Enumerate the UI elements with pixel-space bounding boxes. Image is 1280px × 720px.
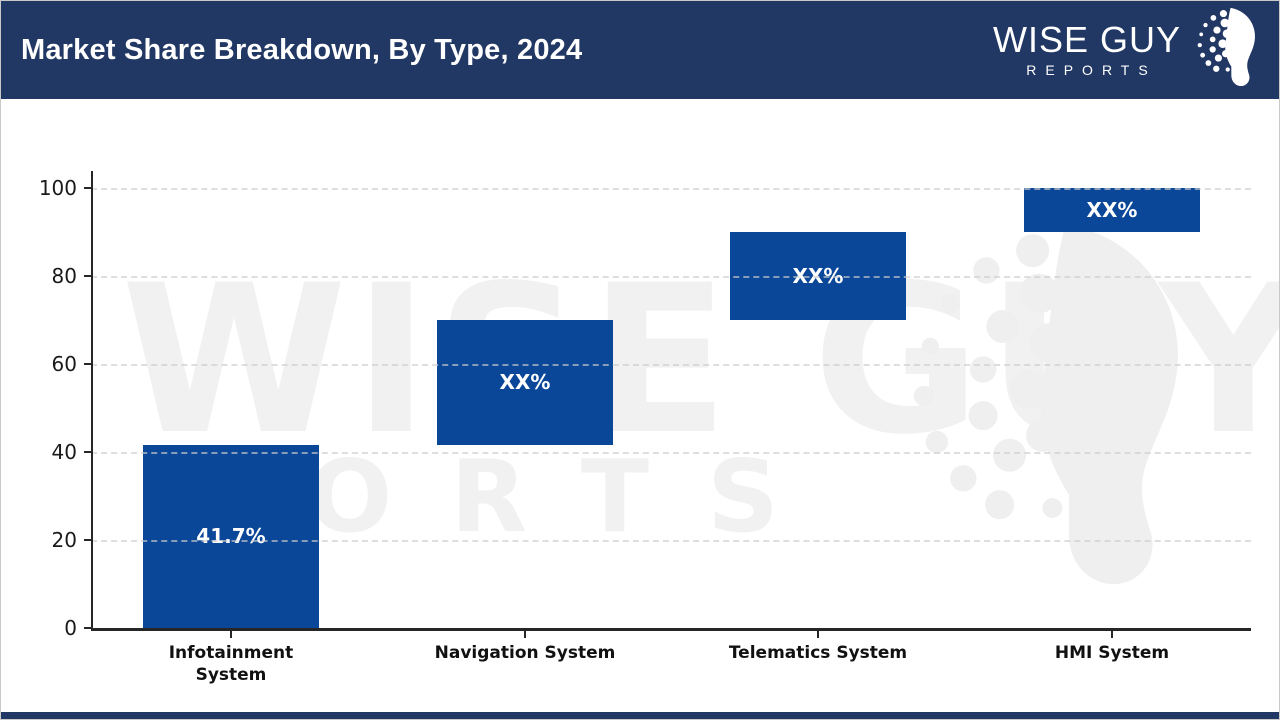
x-tick-mark xyxy=(230,631,232,638)
wiseguy-head-icon xyxy=(1183,5,1261,95)
x-category-label: Telematics System xyxy=(728,643,908,663)
gridline-80 xyxy=(91,276,1251,278)
y-tick-label: 60 xyxy=(51,352,77,376)
x-category-label: HMI System xyxy=(1054,643,1170,663)
x-tick-mark xyxy=(817,631,819,638)
wiseguy-logo-text: WISE GUY REPORTS xyxy=(992,19,1181,79)
logo-subtitle: REPORTS xyxy=(1026,62,1157,78)
waterfall-bar-4: XX% xyxy=(1024,188,1200,232)
y-tick-mark xyxy=(84,451,91,453)
logo-wordmark: WISE GUY xyxy=(992,19,1181,60)
page-title: Market Share Breakdown, By Type, 2024 xyxy=(21,33,583,66)
y-tick-mark xyxy=(84,275,91,277)
x-tick-mark xyxy=(524,631,526,638)
header-banner: Market Share Breakdown, By Type, 2024 WI… xyxy=(1,1,1279,99)
plot: WISE GUY PORTS 0 xyxy=(1,99,1279,714)
y-tick-label: 0 xyxy=(64,616,77,640)
gridline-60 xyxy=(91,364,1251,366)
y-tick-mark xyxy=(84,539,91,541)
waterfall-bar-2: XX% xyxy=(437,320,613,445)
bar-value-label: XX% xyxy=(499,370,551,395)
bar-value-label: 41.7% xyxy=(196,524,266,549)
waterfall-bar-1: 41.7% xyxy=(143,444,319,628)
y-tick-label: 20 xyxy=(51,528,77,552)
x-category-label: Navigation System xyxy=(434,643,616,663)
footer-bar xyxy=(1,712,1279,719)
y-tick-label: 40 xyxy=(51,440,77,464)
y-tick-mark xyxy=(84,627,91,629)
y-tick-mark xyxy=(84,363,91,365)
x-category-label: Infotainment System xyxy=(168,643,294,685)
bar-value-label: XX% xyxy=(1086,198,1138,222)
x-tick-mark xyxy=(1111,631,1113,638)
y-axis-line xyxy=(91,171,93,631)
x-axis-line xyxy=(91,628,1251,631)
gridline-100 xyxy=(91,188,1251,190)
gridline-40 xyxy=(91,452,1251,454)
gridline-20 xyxy=(91,540,1251,542)
watermark-head-icon xyxy=(861,209,1191,613)
y-tick-label: 100 xyxy=(38,176,77,200)
y-tick-mark xyxy=(84,187,91,189)
y-tick-label: 80 xyxy=(51,264,77,288)
wiseguy-logo: WISE GUY REPORTS xyxy=(993,5,1261,95)
